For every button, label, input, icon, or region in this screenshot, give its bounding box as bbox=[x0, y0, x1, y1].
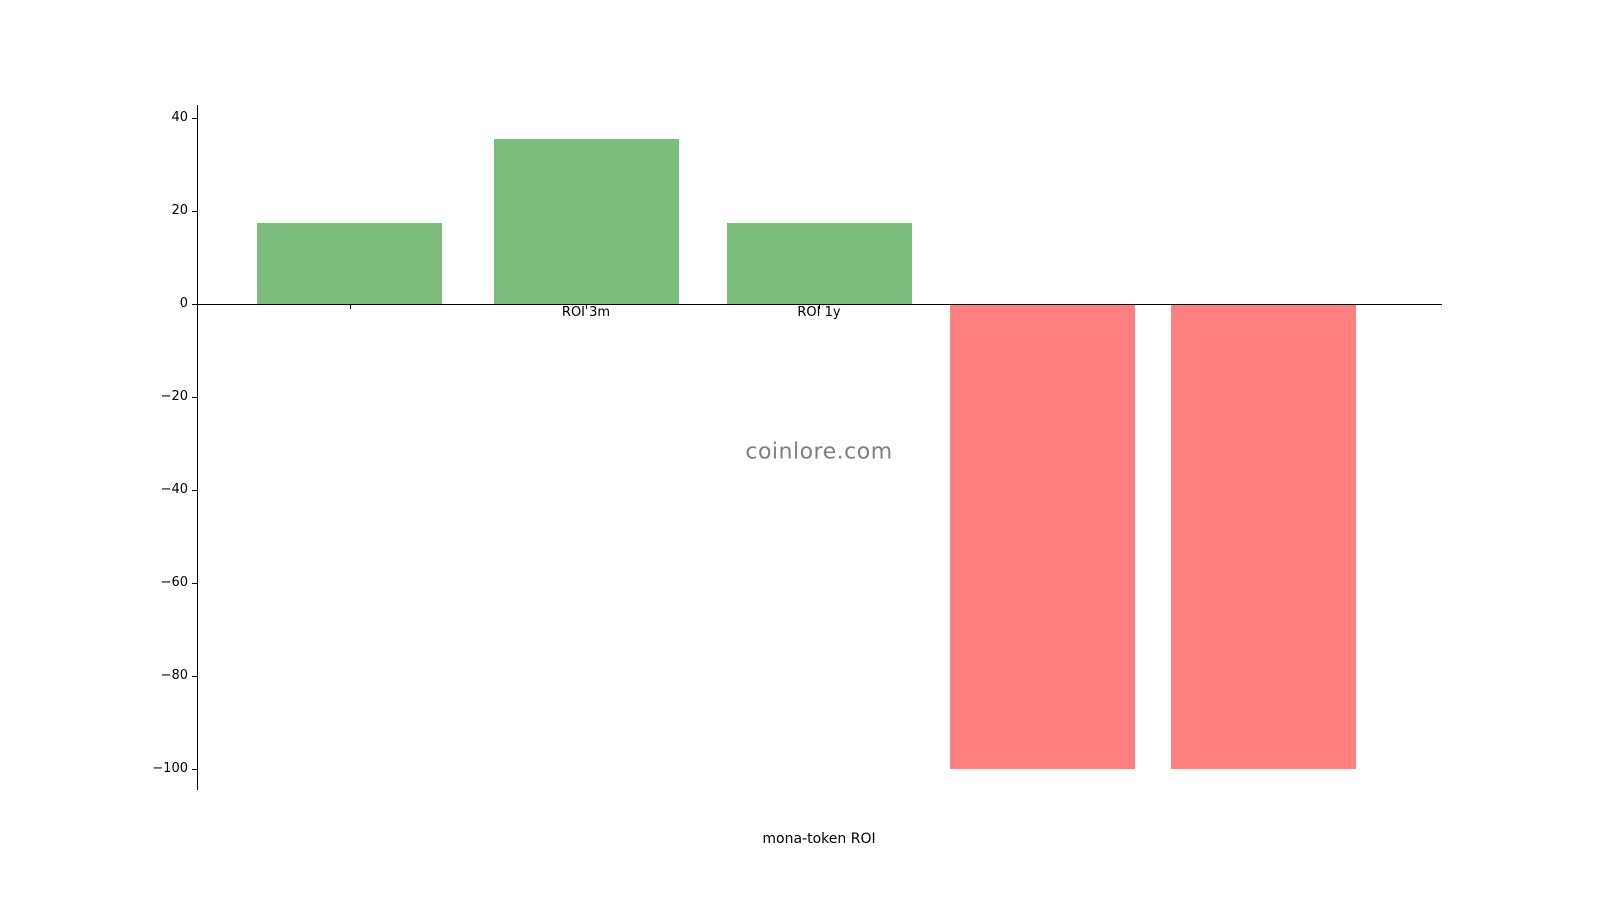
watermark: coinlore.com bbox=[745, 439, 893, 465]
y-tick-mark bbox=[192, 304, 197, 305]
y-axis-line bbox=[197, 105, 198, 790]
y-tick-label: −80 bbox=[160, 668, 188, 683]
y-tick-mark bbox=[192, 583, 197, 584]
y-tick-label: 20 bbox=[171, 203, 188, 218]
x-tick-mark bbox=[350, 304, 351, 309]
y-tick-label: −40 bbox=[160, 482, 188, 497]
y-tick-label: 0 bbox=[179, 296, 188, 311]
y-tick-label: −100 bbox=[152, 761, 188, 776]
y-tick-mark bbox=[192, 118, 197, 119]
bar-col-0 bbox=[257, 223, 442, 304]
bar-roi-1y bbox=[727, 223, 912, 304]
y-tick-mark bbox=[192, 676, 197, 677]
x-tick-label: ROI 1y bbox=[797, 305, 841, 320]
bar-roi-3m bbox=[494, 139, 679, 304]
y-tick-mark bbox=[192, 211, 197, 212]
x-tick-mark bbox=[819, 304, 820, 309]
x-axis-zero-line bbox=[197, 304, 1442, 305]
x-tick-mark bbox=[586, 304, 587, 309]
y-tick-mark bbox=[192, 397, 197, 398]
bar-col-3 bbox=[950, 304, 1135, 769]
x-tick-label: ROI 3m bbox=[561, 305, 611, 320]
chart-title: mona-token ROI bbox=[762, 831, 876, 847]
y-tick-label: −20 bbox=[160, 389, 188, 404]
y-tick-label: 40 bbox=[171, 110, 188, 125]
y-tick-mark bbox=[192, 490, 197, 491]
y-tick-mark bbox=[192, 769, 197, 770]
bar-col-4 bbox=[1171, 304, 1356, 769]
y-tick-label: −60 bbox=[160, 575, 188, 590]
